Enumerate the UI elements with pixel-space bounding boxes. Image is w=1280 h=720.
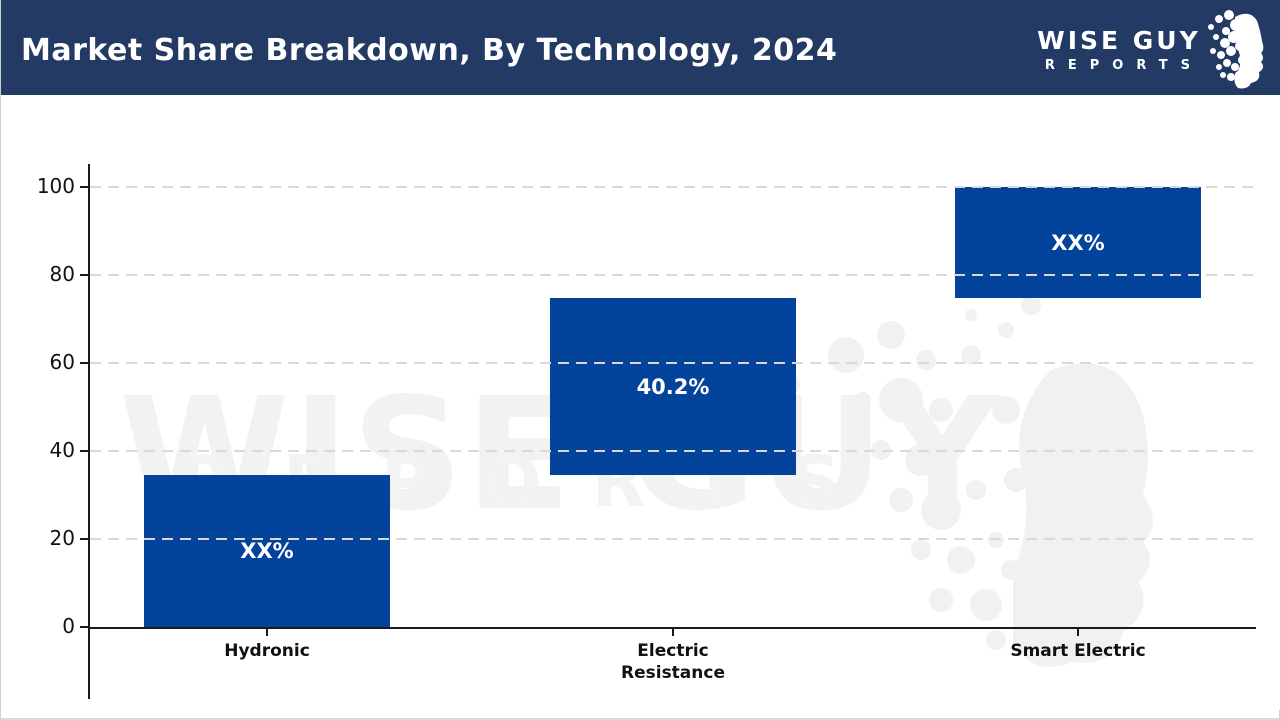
bar-value-label: 40.2% [636,374,710,399]
brand-logo-text: WISE GUY REPORTS [1035,26,1203,73]
y-tick-label: 80 [49,262,75,286]
brand-logo: WISE GUY REPORTS [1035,5,1269,91]
y-tick-label: 0 [62,614,75,638]
page-title: Market Share Breakdown, By Technology, 2… [21,33,838,68]
x-tick [1077,629,1079,636]
x-tick-label-smart-electric: Smart Electric [1010,641,1146,661]
x-tick-label-hydronic: Hydronic [224,641,310,661]
bar-electric-resistance: 40.2% [550,298,796,476]
y-tick [80,626,88,628]
chart-area: WISE GUY REPORTS XX% 40.2% XX% 0 20 40 60 80 10… [1,95,1280,710]
y-axis-line [88,164,90,699]
gridline [90,362,1254,364]
gridline [90,274,1254,276]
brand-wordmark: WISE GUY [1037,26,1201,55]
header-bar: Market Share Breakdown, By Technology, 2… [1,0,1280,95]
bar-value-label: XX% [1051,230,1105,255]
gridline [90,538,1254,540]
x-tick-label-electric-resistance: Electric Resistance [621,641,725,683]
x-tick [266,629,268,636]
gridline [90,186,1254,188]
bar-value-label: XX% [240,539,294,564]
bar-smart-electric: XX% [955,187,1201,299]
y-tick-label: 40 [49,438,75,462]
y-tick-label: 60 [49,350,75,374]
y-tick [80,362,88,364]
dotted-face-profile-icon [1208,9,1264,88]
y-tick [80,274,88,276]
y-tick [80,538,88,540]
x-axis-line [88,627,1256,629]
y-tick-label: 20 [49,526,75,550]
brand-subtitle: REPORTS [1044,58,1203,73]
watermark-dotted-face-icon [791,295,1153,667]
x-tick [672,629,674,636]
bar-hydronic: XX% [144,475,390,627]
y-tick [80,450,88,452]
y-tick-label: 100 [36,174,75,198]
gridline [90,450,1254,452]
y-tick [80,186,88,188]
